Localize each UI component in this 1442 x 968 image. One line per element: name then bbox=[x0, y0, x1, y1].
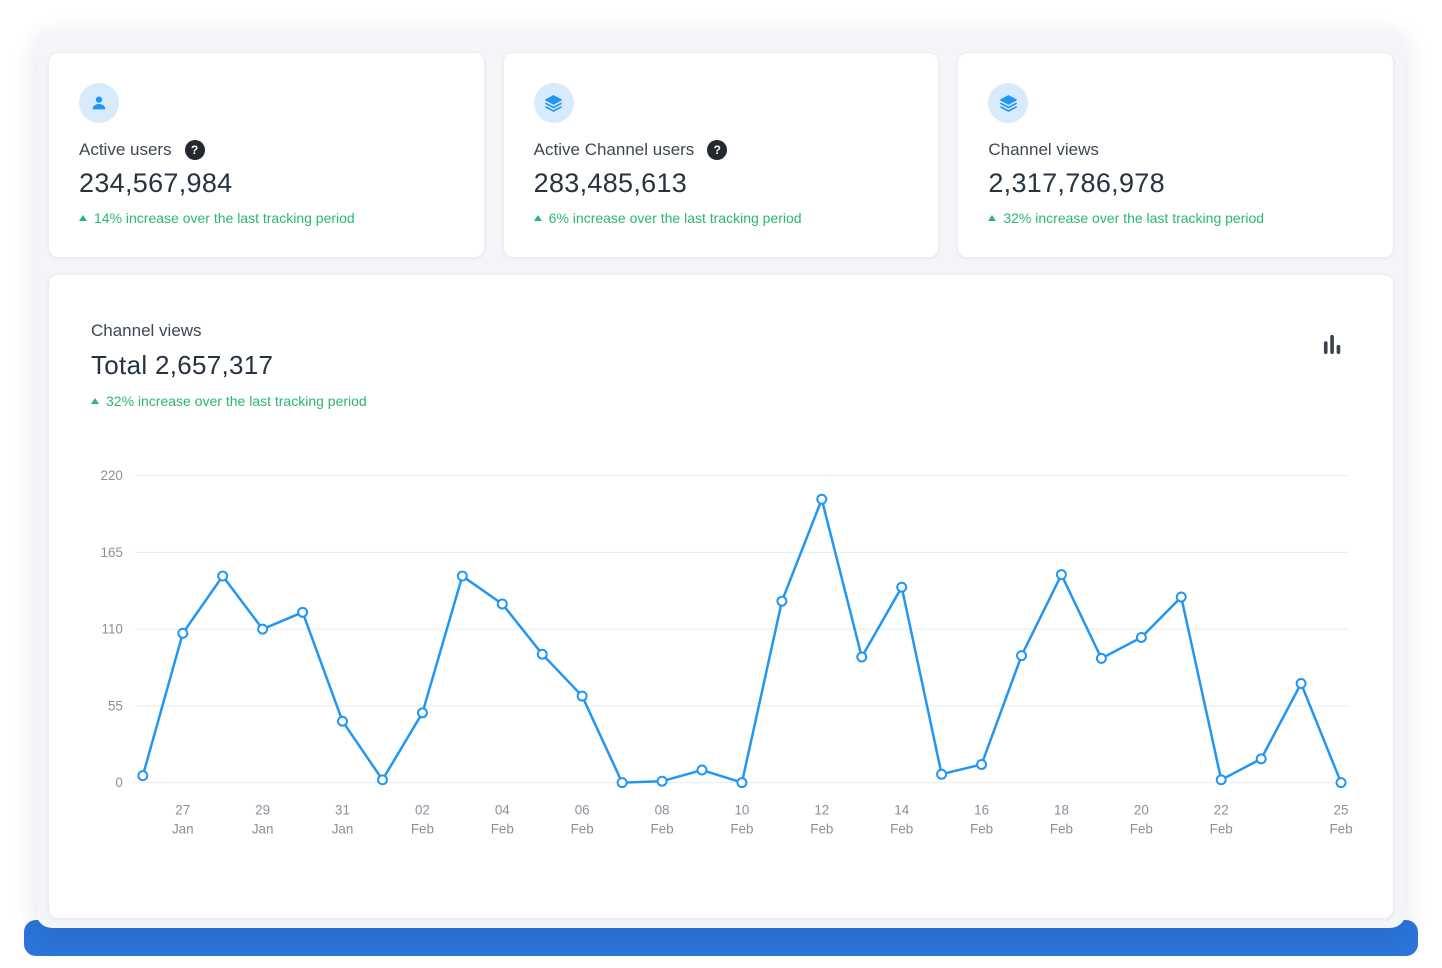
stat-title: Active Channel users bbox=[533, 140, 695, 159]
chart-title: Channel views bbox=[91, 321, 202, 340]
stat-value: 283,485,613 bbox=[533, 168, 688, 198]
svg-text:Feb: Feb bbox=[1050, 821, 1073, 836]
chart-card: Channel views Total 2,657,317 32% increa… bbox=[48, 274, 1394, 919]
line-chart[interactable]: 0 55 110 165 220 27 Jan 29 Jan 31 Jan 02 Feb 04 Feb 06 F… bbox=[91, 455, 1353, 855]
svg-text:31: 31 bbox=[335, 802, 350, 817]
up-arrow-icon bbox=[533, 215, 542, 221]
stat-change-text: 32% increase over the last tracking peri… bbox=[1003, 210, 1265, 226]
svg-text:Feb: Feb bbox=[1329, 821, 1352, 836]
stats-row: Active users ? 234,567,984 14% increase … bbox=[48, 52, 1395, 258]
stat-title: Active users bbox=[79, 140, 172, 159]
svg-text:22: 22 bbox=[1214, 802, 1229, 817]
svg-text:Feb: Feb bbox=[1210, 821, 1233, 836]
svg-text:04: 04 bbox=[495, 802, 510, 817]
svg-text:27: 27 bbox=[175, 802, 190, 817]
chart-change-text: 32% increase over the last tracking peri… bbox=[106, 393, 367, 409]
series-line bbox=[141, 498, 1343, 784]
chart-change: 32% increase over the last tracking peri… bbox=[91, 393, 1351, 409]
svg-text:Feb: Feb bbox=[491, 821, 514, 836]
svg-text:14: 14 bbox=[894, 802, 909, 817]
svg-text:16: 16 bbox=[974, 802, 989, 817]
svg-text:10: 10 bbox=[734, 802, 749, 817]
bar-chart-icon[interactable] bbox=[1323, 333, 1343, 360]
svg-text:Jan: Jan bbox=[172, 821, 194, 836]
layers-icon bbox=[988, 83, 1029, 123]
svg-text:Feb: Feb bbox=[650, 821, 673, 836]
series-markers bbox=[137, 493, 1347, 789]
svg-text:Feb: Feb bbox=[810, 821, 833, 836]
stat-card-channel-views: Channel views 2,317,786,978 32% increase… bbox=[957, 52, 1395, 258]
svg-text:08: 08 bbox=[655, 802, 670, 817]
y-axis-grid: 0 55 110 165 220 bbox=[100, 468, 1350, 790]
svg-text:55: 55 bbox=[108, 698, 123, 713]
svg-text:Feb: Feb bbox=[730, 821, 753, 836]
svg-text:Jan: Jan bbox=[332, 821, 354, 836]
svg-text:110: 110 bbox=[101, 622, 122, 637]
up-arrow-icon bbox=[988, 215, 997, 221]
help-icon[interactable]: ? bbox=[707, 140, 728, 160]
svg-text:Jan: Jan bbox=[252, 821, 274, 836]
stat-change-text: 6% increase over the last tracking perio… bbox=[548, 210, 802, 226]
stat-change: 6% increase over the last tracking perio… bbox=[533, 210, 909, 226]
up-arrow-icon bbox=[79, 215, 87, 221]
chart-total: Total 2,657,317 bbox=[91, 350, 274, 380]
stat-card-active-channel-users: Active Channel users ? 283,485,613 6% in… bbox=[502, 52, 940, 258]
svg-text:20: 20 bbox=[1134, 802, 1149, 817]
svg-text:18: 18 bbox=[1054, 802, 1069, 817]
svg-text:29: 29 bbox=[255, 802, 270, 817]
svg-text:Feb: Feb bbox=[1130, 821, 1153, 836]
svg-text:12: 12 bbox=[814, 802, 829, 817]
svg-text:02: 02 bbox=[415, 802, 430, 817]
svg-text:25: 25 bbox=[1334, 802, 1349, 817]
svg-text:Feb: Feb bbox=[970, 821, 993, 836]
dashboard-container: Active users ? 234,567,984 14% increase … bbox=[36, 30, 1406, 928]
svg-text:0: 0 bbox=[115, 775, 122, 790]
stat-change-text: 14% increase over the last tracking peri… bbox=[94, 210, 355, 226]
svg-text:Feb: Feb bbox=[411, 821, 434, 836]
svg-text:Feb: Feb bbox=[890, 821, 913, 836]
svg-text:06: 06 bbox=[575, 802, 590, 817]
stat-change: 32% increase over the last tracking peri… bbox=[988, 210, 1363, 226]
up-arrow-icon bbox=[91, 398, 99, 404]
stat-change: 14% increase over the last tracking peri… bbox=[79, 210, 454, 226]
svg-text:165: 165 bbox=[100, 545, 122, 560]
stat-title: Channel views bbox=[988, 140, 1099, 159]
stat-value: 234,567,984 bbox=[79, 168, 233, 198]
help-icon[interactable]: ? bbox=[184, 140, 205, 160]
stat-card-active-users: Active users ? 234,567,984 14% increase … bbox=[48, 52, 485, 258]
svg-text:Feb: Feb bbox=[571, 821, 594, 836]
user-icon bbox=[79, 83, 119, 123]
svg-text:220: 220 bbox=[100, 468, 122, 483]
x-axis-labels: 27 Jan 29 Jan 31 Jan 02 Feb 04 Feb 06 Feb 08 Feb 10 Feb… bbox=[172, 802, 1353, 836]
layers-icon bbox=[533, 83, 574, 123]
stat-value: 2,317,786,978 bbox=[988, 168, 1165, 198]
